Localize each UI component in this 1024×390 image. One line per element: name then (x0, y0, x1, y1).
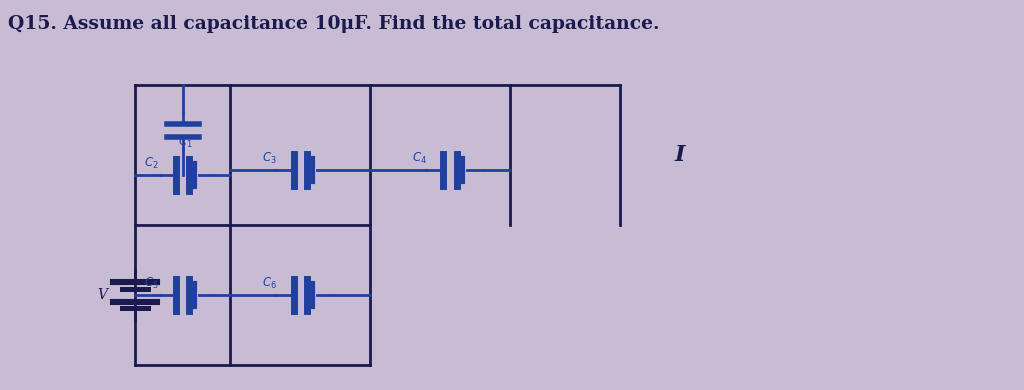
Text: V: V (97, 288, 106, 302)
Text: I: I (675, 144, 685, 166)
Text: $C_5$: $C_5$ (144, 276, 159, 291)
Text: $C_2$: $C_2$ (144, 156, 159, 171)
Text: $C_4$: $C_4$ (412, 151, 427, 166)
Text: $C_3$: $C_3$ (262, 151, 276, 166)
Text: $C_6$: $C_6$ (262, 276, 276, 291)
Text: Q15. Assume all capacitance 10μF. Find the total capacitance.: Q15. Assume all capacitance 10μF. Find t… (8, 15, 659, 33)
Text: $C_1$: $C_1$ (177, 135, 193, 150)
